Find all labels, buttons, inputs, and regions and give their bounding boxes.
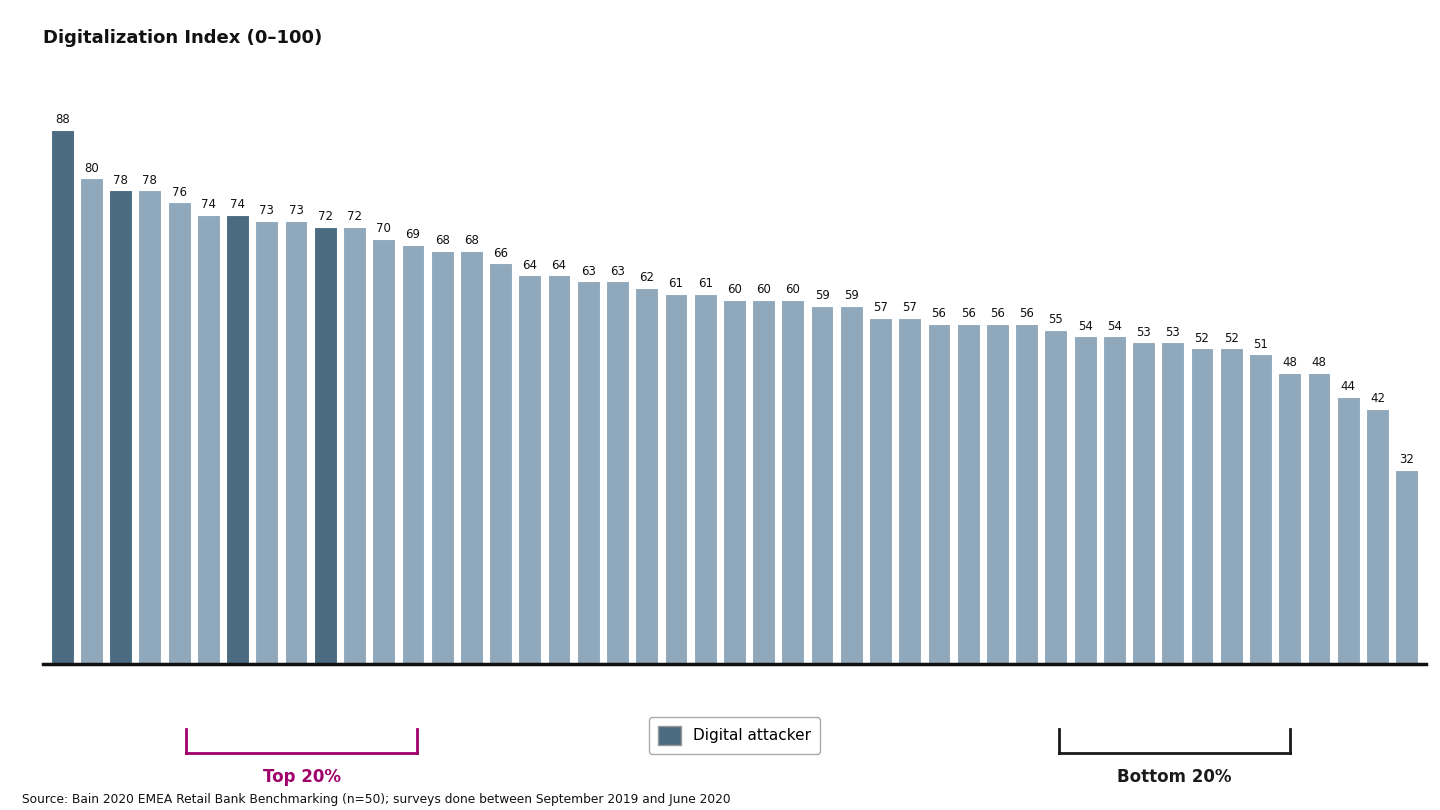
Bar xyxy=(1044,330,1067,664)
Bar xyxy=(50,130,73,664)
Bar xyxy=(956,324,979,664)
Text: 54: 54 xyxy=(1107,319,1122,332)
Text: 64: 64 xyxy=(523,258,537,272)
Text: 56: 56 xyxy=(960,307,976,320)
Text: 56: 56 xyxy=(1020,307,1034,320)
Text: 32: 32 xyxy=(1400,453,1414,466)
Legend: Digital attacker: Digital attacker xyxy=(648,717,821,754)
Bar xyxy=(1103,336,1126,664)
Bar xyxy=(577,281,599,664)
Bar xyxy=(752,300,775,664)
Bar xyxy=(1074,336,1096,664)
Text: Digitalization Index (0–100): Digitalization Index (0–100) xyxy=(43,29,323,47)
Bar xyxy=(314,227,337,664)
Bar xyxy=(1015,324,1038,664)
Bar xyxy=(490,263,513,664)
Text: 76: 76 xyxy=(171,185,187,199)
Bar xyxy=(167,202,190,664)
Text: 44: 44 xyxy=(1341,380,1355,394)
Text: 59: 59 xyxy=(815,289,829,302)
Text: 53: 53 xyxy=(1165,326,1181,339)
Bar xyxy=(811,305,834,664)
Bar xyxy=(635,288,658,664)
Bar xyxy=(694,294,717,664)
Bar xyxy=(226,215,249,664)
Text: 61: 61 xyxy=(668,277,684,290)
Bar xyxy=(285,220,307,664)
Bar xyxy=(1191,348,1214,664)
Text: 56: 56 xyxy=(989,307,1005,320)
Text: 57: 57 xyxy=(873,301,888,314)
Bar xyxy=(927,324,950,664)
Text: 48: 48 xyxy=(1282,356,1297,369)
Bar xyxy=(1336,397,1359,664)
Text: 74: 74 xyxy=(200,198,216,211)
Bar xyxy=(782,300,805,664)
Text: 55: 55 xyxy=(1048,313,1063,326)
Bar xyxy=(1367,409,1388,664)
Text: 70: 70 xyxy=(376,222,392,235)
Bar xyxy=(459,251,482,664)
Bar xyxy=(1220,348,1243,664)
Text: 51: 51 xyxy=(1253,338,1267,351)
Text: 68: 68 xyxy=(464,234,480,247)
Text: 57: 57 xyxy=(903,301,917,314)
Text: 72: 72 xyxy=(347,210,361,223)
Text: 52: 52 xyxy=(1224,331,1238,345)
Text: 66: 66 xyxy=(492,246,508,259)
Bar xyxy=(518,275,541,664)
Bar xyxy=(664,294,687,664)
Text: 60: 60 xyxy=(727,283,742,296)
Bar xyxy=(547,275,570,664)
Text: Top 20%: Top 20% xyxy=(262,768,340,786)
Text: 88: 88 xyxy=(55,113,69,126)
Text: 60: 60 xyxy=(756,283,770,296)
Text: 73: 73 xyxy=(288,204,304,217)
Text: 72: 72 xyxy=(318,210,333,223)
Text: 61: 61 xyxy=(697,277,713,290)
Bar xyxy=(1279,373,1302,664)
Text: 74: 74 xyxy=(230,198,245,211)
Bar xyxy=(1162,342,1184,664)
Bar xyxy=(109,190,132,664)
Text: 78: 78 xyxy=(114,173,128,186)
Bar xyxy=(1308,373,1331,664)
Bar xyxy=(723,300,746,664)
Bar xyxy=(431,251,454,664)
Bar xyxy=(1395,470,1418,664)
Bar xyxy=(81,178,102,664)
Bar xyxy=(402,245,425,664)
Bar xyxy=(255,220,278,664)
Bar xyxy=(840,305,863,664)
Text: 73: 73 xyxy=(259,204,274,217)
Bar xyxy=(870,318,891,664)
Text: 78: 78 xyxy=(143,173,157,186)
Text: 68: 68 xyxy=(435,234,449,247)
Text: 59: 59 xyxy=(844,289,858,302)
Bar xyxy=(138,190,161,664)
Text: 69: 69 xyxy=(406,228,420,241)
Bar xyxy=(197,215,220,664)
Text: 60: 60 xyxy=(785,283,801,296)
Text: 63: 63 xyxy=(611,265,625,278)
Text: 52: 52 xyxy=(1195,331,1210,345)
Bar xyxy=(606,281,629,664)
Bar xyxy=(1132,342,1155,664)
Text: 62: 62 xyxy=(639,271,654,284)
Text: 64: 64 xyxy=(552,258,566,272)
Text: Source: Bain 2020 EMEA Retail Bank Benchmarking (n=50); surveys done between Sep: Source: Bain 2020 EMEA Retail Bank Bench… xyxy=(22,793,730,806)
Text: 56: 56 xyxy=(932,307,946,320)
Bar xyxy=(1248,355,1272,664)
Bar xyxy=(343,227,366,664)
Bar xyxy=(986,324,1009,664)
Text: 42: 42 xyxy=(1369,392,1385,405)
Text: 80: 80 xyxy=(84,161,99,174)
Bar xyxy=(373,239,395,664)
Text: 48: 48 xyxy=(1312,356,1326,369)
Text: 53: 53 xyxy=(1136,326,1151,339)
Text: 54: 54 xyxy=(1077,319,1093,332)
Bar xyxy=(899,318,922,664)
Text: 63: 63 xyxy=(580,265,596,278)
Text: Bottom 20%: Bottom 20% xyxy=(1117,768,1231,786)
